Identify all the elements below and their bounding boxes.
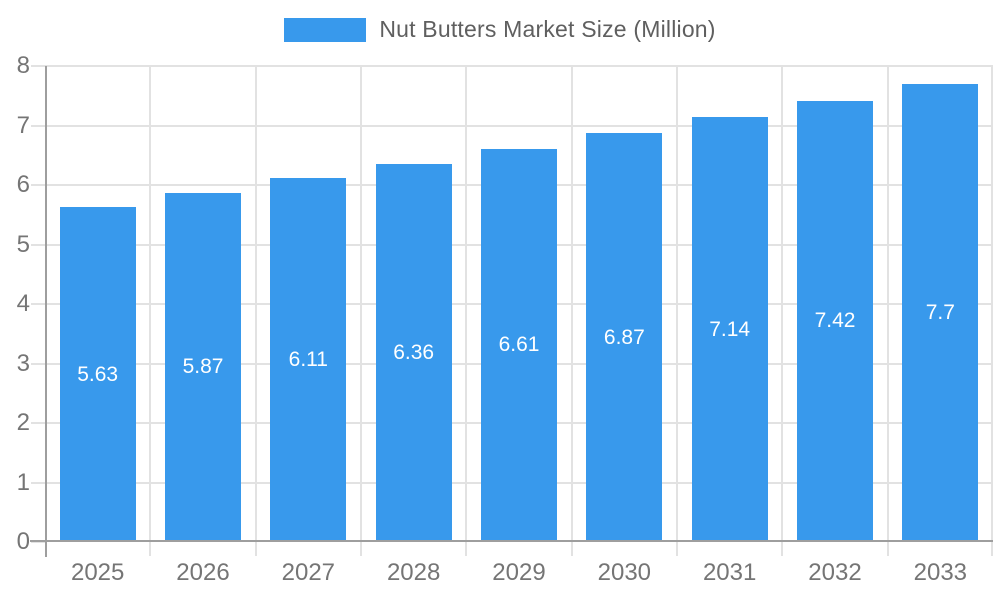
gridline-v	[991, 66, 993, 542]
x-axis-label: 2032	[808, 559, 862, 586]
bar-2033[interactable]: 7.7	[902, 83, 979, 542]
legend-swatch	[284, 17, 367, 42]
y-axis-label: 6	[16, 171, 30, 198]
bar-value-label: 5.63	[77, 362, 119, 386]
bar-value-label: 7.7	[925, 300, 955, 324]
x-axis-tick	[254, 542, 257, 556]
x-axis-label: 2030	[597, 559, 652, 586]
gridline-v	[465, 66, 468, 542]
y-axis-line	[45, 66, 47, 557]
gridline-v	[781, 66, 784, 542]
plot-area: 0 1 2 3 4 5 6 7 8 5.63 2025 5.87 2026 6.11 2027 6.36 202…	[17, 52, 993, 586]
x-axis-line	[30, 540, 993, 542]
x-axis-tick	[781, 542, 784, 556]
y-axis-tick	[31, 481, 45, 484]
x-axis-tick	[991, 542, 993, 556]
y-axis-label: 5	[16, 230, 30, 258]
x-axis-tick	[886, 542, 889, 556]
gridline-h	[45, 124, 993, 127]
y-axis-label: 7	[16, 111, 30, 139]
x-axis-label: 2033	[913, 559, 968, 586]
y-axis-label: 8	[16, 52, 30, 79]
bar-2025[interactable]: 5.63	[59, 207, 136, 542]
bar-value-label: 7.14	[709, 317, 751, 341]
bar-2032[interactable]: 7.42	[797, 100, 873, 542]
y-axis-label: 4	[16, 290, 30, 317]
x-axis-label: 2028	[386, 559, 441, 586]
gridline-v	[570, 66, 573, 542]
bar-2027[interactable]: 6.11	[270, 178, 347, 542]
bar-2031[interactable]: 7.14	[691, 117, 768, 542]
x-axis-label: 2031	[702, 559, 757, 586]
gridline-v	[360, 66, 362, 542]
bar-value-label: 6.11	[288, 348, 328, 372]
bar-2029[interactable]: 6.61	[481, 148, 557, 542]
y-axis-tick	[31, 184, 45, 186]
y-axis-label: 1	[16, 468, 30, 496]
gridline-v	[254, 66, 257, 542]
gridline-h	[45, 65, 993, 67]
bar-2026[interactable]: 5.87	[165, 192, 241, 542]
gridline-v	[886, 66, 889, 542]
legend[interactable]: Nut Butters Market Size (Million)	[0, 16, 1000, 43]
y-axis-label: 2	[16, 409, 30, 436]
bar-value-label: 6.87	[603, 325, 645, 349]
y-axis-tick	[31, 541, 45, 543]
x-axis-label: 2027	[281, 559, 336, 586]
y-axis-tick	[31, 422, 45, 424]
gridline-v	[149, 66, 152, 542]
bar-2028[interactable]: 6.36	[375, 163, 452, 542]
y-axis-tick	[31, 362, 45, 365]
legend-label: Nut Butters Market Size (Million)	[379, 16, 716, 42]
x-axis-label: 2029	[492, 559, 546, 586]
y-axis-tick	[31, 303, 45, 305]
bar-2030[interactable]: 6.87	[586, 133, 663, 542]
x-axis-tick	[465, 542, 468, 556]
bar-value-label: 6.36	[393, 340, 435, 364]
x-axis-label: 2025	[70, 559, 125, 586]
x-axis-tick	[149, 542, 152, 556]
y-axis-tick	[31, 243, 45, 246]
x-axis-tick	[676, 542, 678, 556]
y-axis-tick	[31, 65, 45, 67]
y-axis-label: 3	[16, 349, 30, 377]
bar-value-label: 5.87	[182, 355, 224, 379]
bar-value-label: 6.61	[498, 333, 540, 357]
gridline-v	[676, 66, 678, 542]
y-axis-label: 0	[16, 528, 30, 555]
bar-value-label: 7.42	[814, 309, 856, 333]
x-axis-tick	[570, 542, 573, 556]
x-axis-tick	[360, 542, 362, 556]
x-axis-label: 2026	[176, 559, 230, 586]
y-axis-tick	[31, 124, 45, 127]
